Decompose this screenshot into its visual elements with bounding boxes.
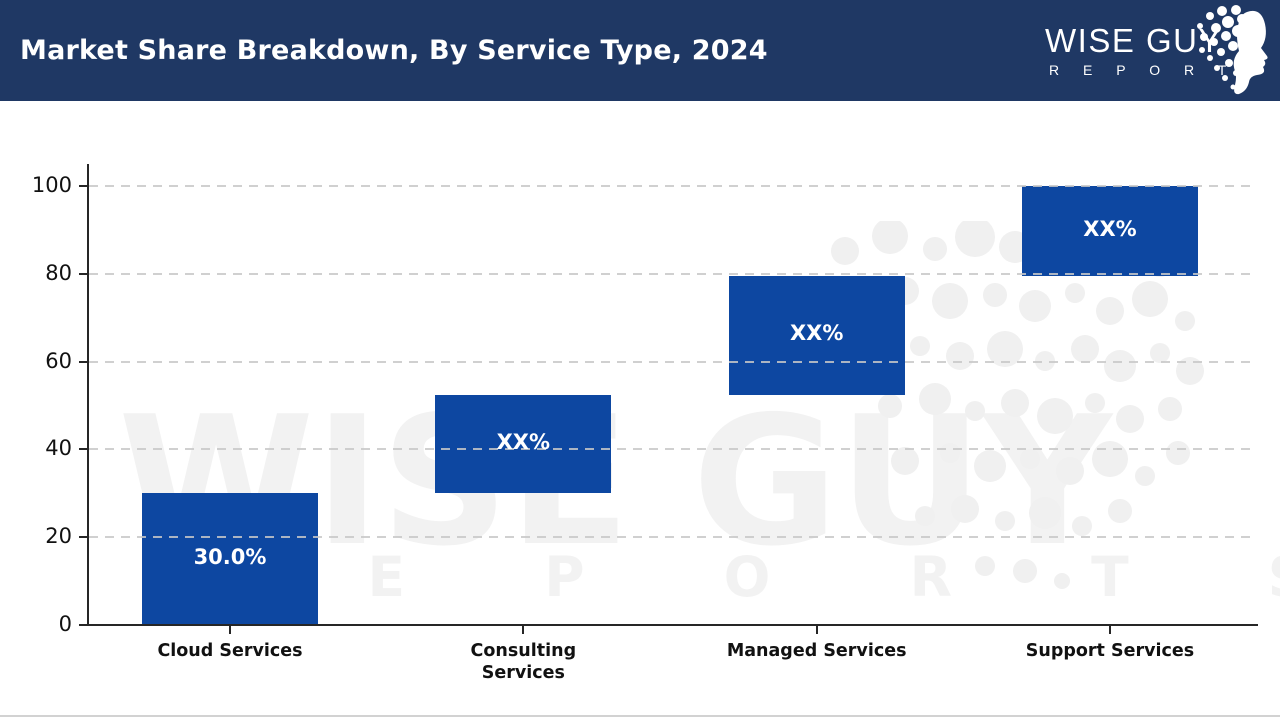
header-bar: Market Share Breakdown, By Service Type,… <box>0 0 1280 101</box>
wise-guy-reports-logo: WISE GUY R E P O R T S <box>1037 4 1272 97</box>
y-tick-label: 100 <box>31 173 72 197</box>
bar-value-label-managed-services: XX% <box>789 321 844 346</box>
y-tick-label: 80 <box>45 260 72 285</box>
x-tick-label-cloud-services: Cloud Services <box>157 641 303 661</box>
gridline-40 <box>89 448 1257 451</box>
y-axis-line <box>87 164 89 626</box>
bar-cloud-services <box>142 493 318 625</box>
x-axis-line <box>87 624 1258 626</box>
bar-consulting-services <box>435 394 612 494</box>
logo-wordmark: WISE GUY <box>1045 22 1223 59</box>
gridline-80 <box>89 272 1257 275</box>
bar-value-label-consulting-services: XX% <box>496 429 551 454</box>
y-tick-label: 20 <box>45 524 72 549</box>
y-tick <box>79 272 87 275</box>
x-tick <box>522 626 525 634</box>
gridline-100 <box>89 185 1257 187</box>
y-tick <box>79 185 87 187</box>
bottom-divider <box>0 715 1280 717</box>
x-tick-label-managed-services: Managed Services <box>726 641 907 661</box>
gridline-60 <box>89 360 1257 363</box>
gridline-20 <box>89 536 1257 539</box>
y-tick <box>79 624 87 626</box>
x-tick-label-support-services: Support Services <box>1025 641 1195 661</box>
bar-support-services <box>1021 186 1198 276</box>
x-tick <box>1108 626 1111 634</box>
y-tick <box>79 360 87 363</box>
logo-face-icon <box>1197 5 1268 95</box>
logo-text: WISE GUY R E P O R T S <box>1045 22 1269 78</box>
x-tick-label-consulting-services: Consulting Services <box>470 641 577 683</box>
y-tick-label: 40 <box>45 436 72 461</box>
x-tick <box>815 626 818 634</box>
y-tick-label: 0 <box>58 612 72 636</box>
y-tick <box>79 448 87 451</box>
bar-value-label-support-services: XX% <box>1083 216 1137 241</box>
bar-value-label-cloud-services: 30.0% <box>193 545 267 570</box>
y-tick <box>79 536 87 539</box>
logo-subtitle: R E P O R T S <box>1049 62 1270 78</box>
bar-managed-services <box>728 275 905 395</box>
watermark-subtitle: R E P O R T S <box>186 545 1280 609</box>
y-tick-label: 60 <box>45 348 72 373</box>
x-tick <box>229 626 231 634</box>
chart-title: Market Share Breakdown, By Service Type,… <box>20 35 768 66</box>
